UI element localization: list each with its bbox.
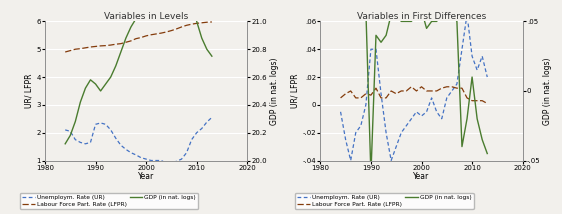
Y-axis label: UR/ LFPR: UR/ LFPR <box>291 74 300 108</box>
Title: Variables in First Differences: Variables in First Differences <box>357 12 486 21</box>
Title: Variables in Levels: Variables in Levels <box>104 12 188 21</box>
X-axis label: Year: Year <box>414 172 429 181</box>
Y-axis label: GDP (in nat. logs): GDP (in nat. logs) <box>270 57 279 125</box>
X-axis label: Year: Year <box>138 172 154 181</box>
Y-axis label: GDP (in nat. logs): GDP (in nat. logs) <box>543 57 552 125</box>
Y-axis label: UR/ LFPR: UR/ LFPR <box>25 74 34 108</box>
Legend: Unemploym. Rate (UR), Labour Force Part. Rate (LFPR), GDP (in nat. logs): Unemploym. Rate (UR), Labour Force Part.… <box>20 193 198 209</box>
Legend: Unemploym. Rate (UR), Labour Force Part. Rate (LFPR), GDP (in nat. logs): Unemploym. Rate (UR), Labour Force Part.… <box>295 193 474 209</box>
